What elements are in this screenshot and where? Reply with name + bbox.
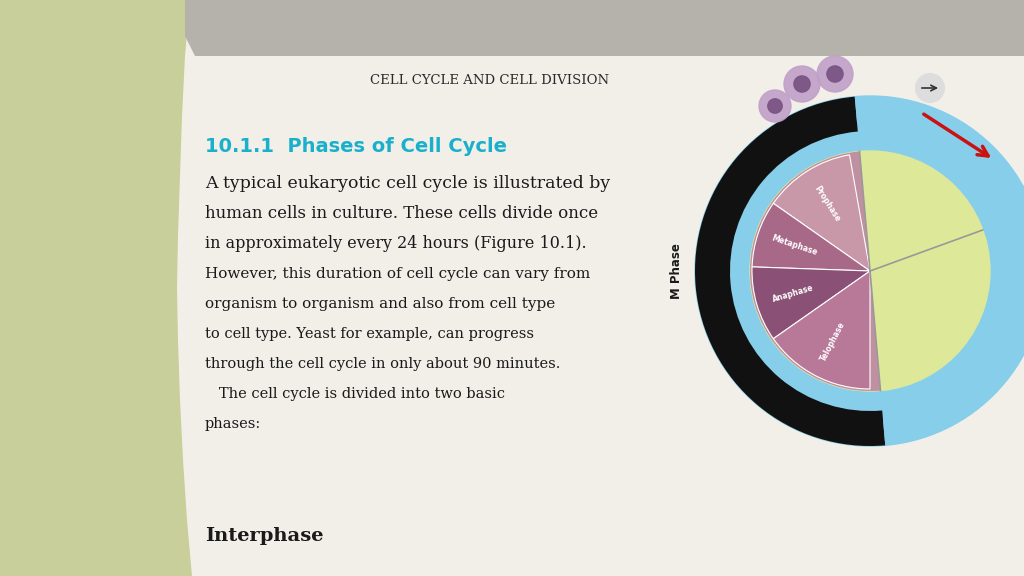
Text: Interphase: Interphase — [205, 527, 324, 545]
Circle shape — [827, 66, 843, 82]
Wedge shape — [695, 97, 886, 446]
Text: The cell cycle is divided into two basic: The cell cycle is divided into two basic — [205, 387, 505, 401]
Wedge shape — [752, 203, 870, 271]
Text: CELL CYCLE AND CELL DIVISION: CELL CYCLE AND CELL DIVISION — [370, 74, 609, 88]
Circle shape — [768, 99, 782, 113]
Wedge shape — [773, 271, 870, 389]
Text: organism to organism and also from cell type: organism to organism and also from cell … — [205, 297, 555, 311]
Wedge shape — [750, 151, 881, 391]
Wedge shape — [855, 96, 1024, 445]
Circle shape — [695, 96, 1024, 446]
Circle shape — [916, 74, 944, 102]
Text: However, this duration of cell cycle can vary from: However, this duration of cell cycle can… — [205, 267, 590, 281]
Polygon shape — [185, 0, 1024, 103]
Text: Metaphase: Metaphase — [770, 234, 818, 257]
Text: to cell type. Yeast for example, can progress: to cell type. Yeast for example, can pro… — [205, 327, 534, 341]
Text: A typical eukaryotic cell cycle is illustrated by: A typical eukaryotic cell cycle is illus… — [205, 176, 610, 192]
Circle shape — [750, 151, 990, 391]
Text: Prophase: Prophase — [812, 184, 842, 223]
Wedge shape — [752, 267, 870, 339]
Circle shape — [759, 90, 791, 122]
Text: M Phase: M Phase — [671, 243, 683, 299]
Circle shape — [784, 66, 820, 102]
Text: in approximately every 24 hours (Figure 10.1).: in approximately every 24 hours (Figure … — [205, 236, 587, 252]
Polygon shape — [177, 0, 1024, 576]
Text: Telophase: Telophase — [819, 320, 847, 363]
Circle shape — [817, 56, 853, 92]
Text: 10.1.1  Phases of Cell Cycle: 10.1.1 Phases of Cell Cycle — [205, 137, 507, 156]
Text: phases:: phases: — [205, 417, 261, 431]
Wedge shape — [773, 155, 870, 271]
Text: through the cell cycle in only about 90 minutes.: through the cell cycle in only about 90 … — [205, 357, 560, 371]
Polygon shape — [185, 56, 1024, 132]
Text: Anaphase: Anaphase — [771, 283, 815, 304]
Circle shape — [794, 76, 810, 92]
Text: human cells in culture. These cells divide once: human cells in culture. These cells divi… — [205, 206, 598, 222]
